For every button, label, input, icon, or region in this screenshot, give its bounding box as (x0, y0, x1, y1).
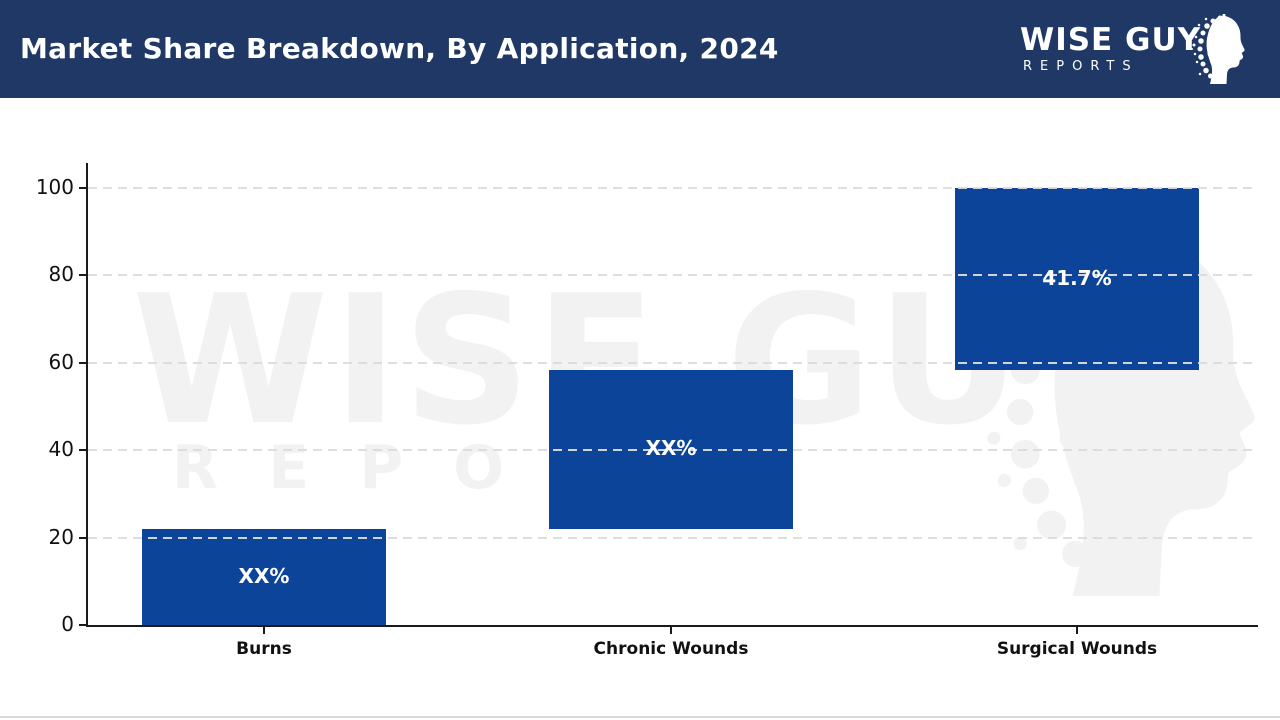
x-tick-2 (670, 627, 672, 634)
bar-value-label: 41.7% (1042, 265, 1112, 290)
bar-value-label: XX% (645, 436, 697, 461)
x-axis-line (86, 625, 1258, 627)
x-category-label: Burns (236, 639, 292, 659)
page-title: Market Share Breakdown, By Application, … (20, 32, 779, 65)
x-tick-3 (1076, 627, 1078, 634)
y-tick-60 (79, 361, 87, 364)
x-category-label: Surgical Wounds (996, 639, 1158, 659)
wise-guy-logo: WISE GUY REPORTS (1020, 6, 1270, 92)
logo-text: WISE GUY REPORTS (1020, 24, 1201, 75)
y-tick-label-40: 40 (48, 437, 74, 461)
gridline-80 (88, 274, 1256, 276)
gridline-60 (88, 361, 1256, 364)
y-tick-20 (79, 536, 87, 539)
y-tick-0 (79, 624, 87, 626)
bar-burns (142, 528, 386, 625)
y-tick-40 (79, 449, 87, 451)
y-tick-label-0: 0 (61, 612, 74, 636)
x-tick-1 (263, 627, 265, 634)
y-tick-label-60: 60 (48, 349, 74, 374)
y-tick-100 (79, 186, 87, 189)
logo-face-icon (1191, 14, 1245, 84)
y-tick-label-80: 80 (48, 262, 74, 286)
header-bar: Market Share Breakdown, By Application, … (0, 0, 1280, 98)
y-tick-80 (79, 274, 87, 276)
x-category-label: Chronic Wounds (593, 639, 749, 659)
gridline-100 (88, 186, 1256, 189)
gridline-40 (88, 449, 1256, 451)
y-tick-label-20: 20 (48, 524, 74, 549)
gridline-20 (88, 536, 1256, 539)
logo-subtext: REPORTS (1023, 59, 1139, 75)
y-tick-label-100: 100 (35, 174, 74, 199)
bottom-divider (0, 716, 1280, 718)
bar-value-label: XX% (238, 563, 290, 588)
y-axis-line (86, 163, 88, 627)
logo-wordmark: WISE GUY (1020, 21, 1202, 58)
